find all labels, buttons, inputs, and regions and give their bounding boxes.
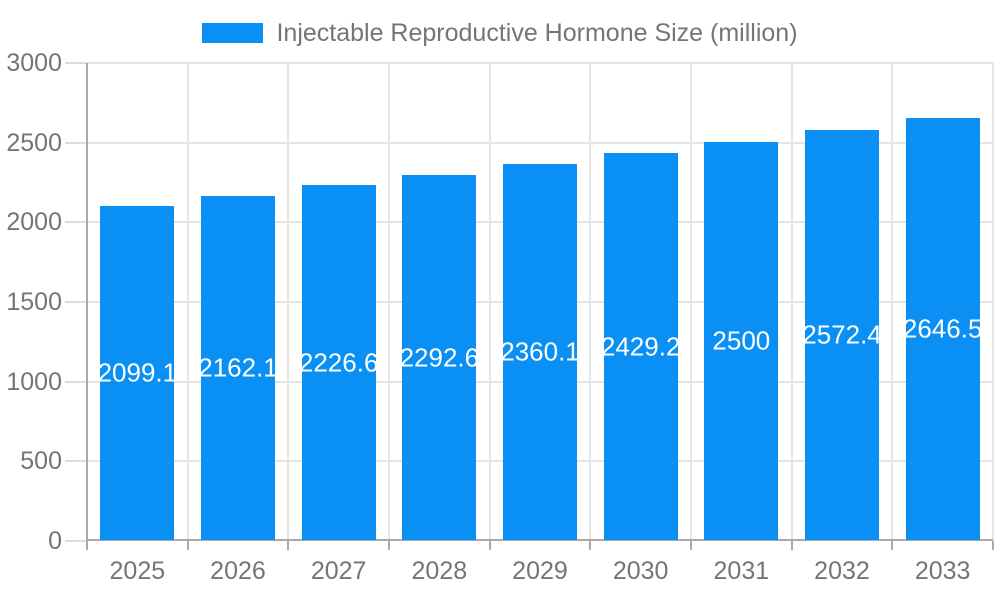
bar-2026[interactable]: 2162.1 [198, 196, 278, 540]
gridline-vertical [891, 63, 894, 541]
bar-value-label: 2429.2 [600, 331, 681, 361]
x-axis-label-2033: 2033 [914, 557, 971, 585]
bar-2027[interactable]: 2226.6 [298, 185, 379, 540]
x-axis-label-2031: 2031 [713, 557, 770, 585]
bar-value-label: 2099.1 [97, 357, 178, 388]
bar-2033[interactable]: 2646.5 [902, 118, 983, 540]
x-tick [790, 541, 793, 550]
y-tick [65, 141, 87, 144]
bar-value-label: 2646.5 [902, 313, 983, 344]
x-axis-label-2029: 2029 [512, 557, 568, 585]
x-tick [690, 541, 692, 550]
y-tick [65, 460, 87, 463]
x-axis-label-2032: 2032 [814, 557, 870, 585]
gridline-vertical [790, 63, 793, 541]
x-tick [488, 541, 491, 550]
gridline-vertical [690, 63, 692, 541]
bar-2032[interactable]: 2572.4 [802, 130, 882, 540]
y-tick [65, 221, 87, 224]
gridline-vertical [589, 63, 592, 541]
x-tick [287, 541, 290, 550]
gridline-vertical [488, 63, 491, 541]
legend-label: Injectable Reproductive Hormone Size (mi… [276, 19, 798, 47]
y-axis-label: 3000 [6, 49, 62, 77]
bar-2028[interactable]: 2292.6 [400, 175, 479, 540]
y-tick [65, 301, 87, 303]
bar-value-label: 2572.4 [802, 319, 882, 350]
x-axis-label-2027: 2027 [310, 557, 367, 585]
x-tick [186, 541, 189, 550]
y-tick [65, 540, 87, 542]
bar-value-label: 2226.6 [298, 347, 379, 377]
gridline-vertical [186, 63, 189, 541]
bar-value-label: 2500 [712, 325, 771, 356]
x-axis-label-2030: 2030 [612, 557, 669, 585]
gridline-vertical [388, 63, 390, 541]
bar-value-label: 2292.6 [399, 342, 480, 372]
x-axis-line [87, 539, 993, 541]
bar-2025[interactable]: 2099.1 [98, 206, 177, 540]
y-axis-label: 2000 [6, 208, 62, 237]
y-axis-line [86, 63, 88, 550]
y-axis-label: 1000 [6, 367, 62, 396]
x-axis-label-2028: 2028 [411, 557, 468, 585]
gridline-vertical [992, 63, 994, 541]
y-axis-label: 500 [20, 447, 62, 476]
bar-2031[interactable]: 2500 [704, 142, 779, 540]
gridline-horizontal [87, 62, 993, 64]
x-tick [992, 541, 994, 550]
plot-area: 0 500 1000 1500 2000 2500 3000 2099.1 2162.1 2226… [6, 50, 994, 585]
bar-2029[interactable]: 2360.1 [500, 164, 580, 540]
x-axis-label-2026: 2026 [210, 557, 266, 585]
gridline-horizontal [87, 141, 993, 144]
gridline-vertical [287, 63, 290, 541]
y-axis-label: 2500 [6, 128, 62, 157]
chart-legend[interactable]: Injectable Reproductive Hormone Size (mi… [0, 20, 1000, 46]
y-axis-label: 0 [48, 527, 62, 555]
legend-swatch [202, 23, 264, 43]
bar-value-label: 2162.1 [198, 352, 278, 383]
bar-value-label: 2360.1 [500, 336, 580, 367]
x-tick [589, 541, 592, 550]
x-axis-label-2025: 2025 [109, 557, 166, 585]
y-axis-label: 1500 [6, 288, 62, 316]
y-tick [65, 62, 87, 64]
x-tick [388, 541, 390, 550]
x-tick [891, 541, 894, 550]
y-tick [65, 380, 87, 383]
bar-2030[interactable]: 2429.2 [600, 153, 681, 540]
